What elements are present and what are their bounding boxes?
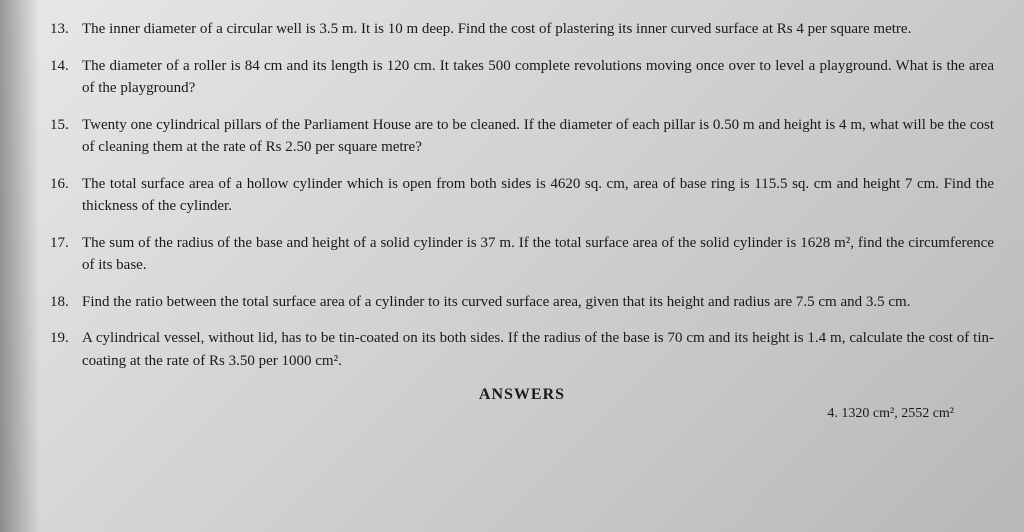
question-19: 19. A cylindrical vessel, without lid, h… <box>50 327 994 372</box>
question-number: 15. <box>50 114 82 159</box>
question-number: 17. <box>50 232 82 277</box>
question-number: 18. <box>50 291 82 314</box>
question-text: Twenty one cylindrical pillars of the Pa… <box>82 114 994 159</box>
question-number: 19. <box>50 327 82 372</box>
question-18: 18. Find the ratio between the total sur… <box>50 291 994 314</box>
question-13: 13. The inner diameter of a circular wel… <box>50 18 994 41</box>
question-number: 14. <box>50 55 82 100</box>
answers-partial: 4. 1320 cm², 2552 cm² <box>50 406 994 422</box>
question-text: A cylindrical vessel, without lid, has t… <box>82 327 994 372</box>
answers-heading: ANSWERS <box>50 386 994 404</box>
question-text: The diameter of a roller is 84 cm and it… <box>82 55 994 100</box>
question-15: 15. Twenty one cylindrical pillars of th… <box>50 114 994 159</box>
question-text: The inner diameter of a circular well is… <box>82 18 994 41</box>
question-text: Find the ratio between the total surface… <box>82 291 994 314</box>
question-text: The sum of the radius of the base and he… <box>82 232 994 277</box>
question-17: 17. The sum of the radius of the base an… <box>50 232 994 277</box>
question-number: 13. <box>50 18 82 41</box>
question-16: 16. The total surface area of a hollow c… <box>50 173 994 218</box>
question-14: 14. The diameter of a roller is 84 cm an… <box>50 55 994 100</box>
question-number: 16. <box>50 173 82 218</box>
textbook-page: 13. The inner diameter of a circular wel… <box>50 18 994 422</box>
question-text: The total surface area of a hollow cylin… <box>82 173 994 218</box>
